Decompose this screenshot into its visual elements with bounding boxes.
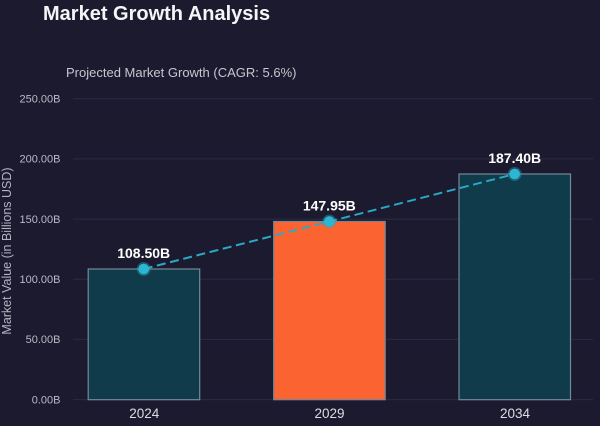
svg-text:108.50B: 108.50B — [117, 245, 170, 261]
svg-text:250.00B: 250.00B — [20, 94, 61, 106]
svg-text:2029: 2029 — [314, 406, 344, 421]
svg-text:200.00B: 200.00B — [20, 154, 61, 166]
svg-text:Projected Market Growth (CAGR:: Projected Market Growth (CAGR: 5.6%) — [66, 65, 296, 80]
svg-text:150.00B: 150.00B — [20, 214, 61, 226]
svg-text:2034: 2034 — [500, 406, 531, 421]
svg-text:50.00B: 50.00B — [26, 334, 61, 346]
svg-text:Market Value (in Billions USD): Market Value (in Billions USD) — [0, 167, 14, 334]
svg-text:147.95B: 147.95B — [303, 198, 356, 214]
svg-text:2024: 2024 — [129, 406, 160, 421]
svg-text:Market Growth Analysis: Market Growth Analysis — [43, 3, 270, 25]
svg-text:0.00B: 0.00B — [32, 394, 61, 406]
svg-text:187.40B: 187.40B — [488, 150, 541, 166]
svg-text:100.00B: 100.00B — [20, 274, 61, 286]
